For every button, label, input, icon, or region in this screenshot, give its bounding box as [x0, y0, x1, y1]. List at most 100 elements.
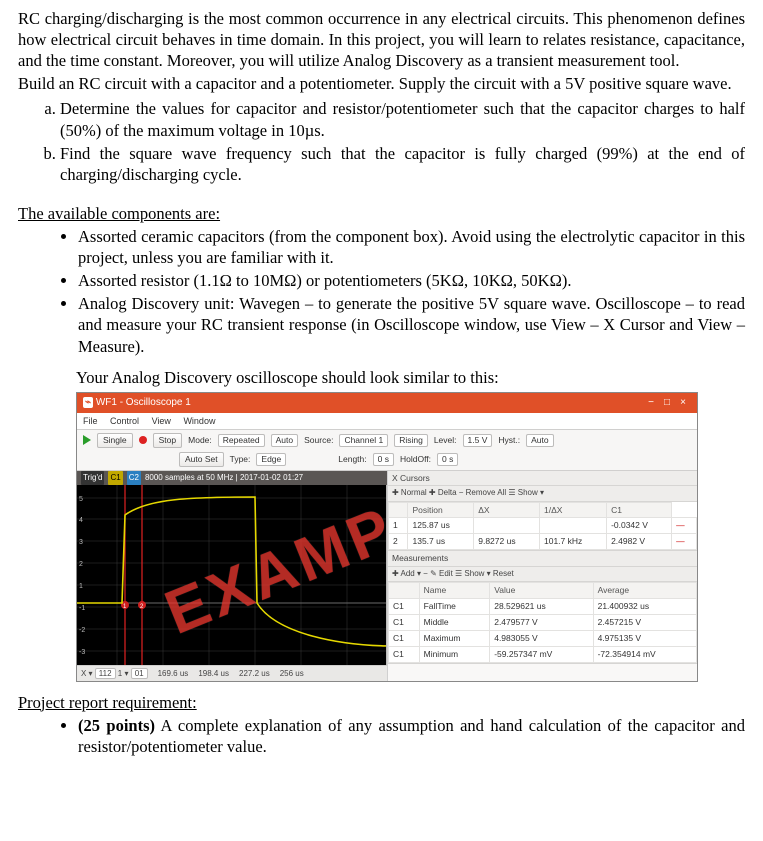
window-buttons[interactable]: −□× — [643, 393, 691, 413]
type-label: Type: — [230, 454, 251, 465]
source-label: Source: — [304, 435, 333, 446]
hyst-label: Hyst.: — [498, 435, 520, 446]
table-cell: 4.983055 V — [490, 630, 593, 646]
report-text: A complete explanation of any assumption… — [78, 716, 745, 756]
table-row[interactable]: C1Minimum-59.257347 mV-72.354914 mV — [389, 646, 697, 662]
table-cell: 125.87 us — [408, 518, 474, 534]
maximize-icon[interactable]: □ — [659, 393, 675, 413]
measurements-table: NameValueAverage C1FallTime28.529621 us2… — [388, 582, 697, 662]
measurements-toolbar[interactable]: ✚ Add ▾ − ✎ Edit ☰ Show ▾ Reset — [388, 567, 697, 582]
x-cursors-table: PositionΔX1/ΔXC1 1125.87 us -0.0342 V—213… — [388, 502, 697, 551]
menu-view[interactable]: View — [152, 416, 171, 426]
svg-text:4: 4 — [79, 517, 83, 524]
table-header: C1 — [607, 502, 672, 518]
table-cell: 9.8272 us — [474, 534, 540, 550]
svg-text:1: 1 — [79, 583, 83, 590]
table-cell: 2.457215 V — [593, 615, 696, 631]
table-cell: 1 — [389, 518, 408, 534]
table-header: 1/ΔX — [539, 502, 606, 518]
length-label: Length: — [338, 454, 366, 465]
toolbar: Single Stop Mode: Repeated Auto Source: … — [77, 430, 697, 471]
report-item: (25 points) A complete explanation of an… — [78, 715, 745, 757]
level-select[interactable]: 1.5 V — [463, 434, 493, 447]
components-heading: The available components are: — [18, 203, 745, 224]
menu-window[interactable]: Window — [183, 416, 215, 426]
measurements-title: Measurements — [388, 551, 697, 567]
table-header: Name — [419, 583, 490, 599]
holdoff-label: HoldOff: — [400, 454, 431, 465]
svg-text:5: 5 — [79, 496, 83, 503]
menu-bar[interactable]: File Control View Window — [77, 413, 697, 430]
intro-paragraph-2: Build an RC circuit with a capacitor and… — [18, 73, 745, 94]
scope-svg: 54321-1-2-312 — [77, 485, 387, 665]
menu-control[interactable]: Control — [110, 416, 139, 426]
table-cell: 21.400932 us — [593, 599, 696, 615]
table-cell: 2.479577 V — [490, 615, 593, 631]
cursor-marker: — — [672, 534, 697, 550]
table-cell: C1 — [389, 630, 420, 646]
measurements-panel: Measurements ✚ Add ▾ − ✎ Edit ☰ Show ▾ R… — [388, 551, 697, 663]
table-cell: -72.354914 mV — [593, 646, 696, 662]
table-cell: Maximum — [419, 630, 490, 646]
type-select[interactable]: Edge — [256, 453, 286, 466]
table-cell: Middle — [419, 615, 490, 631]
length-select[interactable]: 0 s — [373, 453, 394, 466]
table-cell: FallTime — [419, 599, 490, 615]
single-button[interactable]: Single — [97, 433, 133, 448]
autoset-button[interactable]: Auto Set — [179, 452, 224, 467]
x-cursors-panel: X Cursors ✚ Normal ✚ Delta − Remove All … — [388, 471, 697, 552]
svg-text:-3: -3 — [79, 649, 85, 656]
stop-icon[interactable] — [139, 436, 147, 444]
time-tick: 256 us — [280, 666, 304, 681]
task-item-b: Find the square wave frequency such that… — [60, 143, 745, 185]
table-cell: C1 — [389, 615, 420, 631]
component-item: Assorted ceramic capacitors (from the co… — [78, 226, 745, 268]
task-item-a: Determine the values for capacitor and r… — [60, 98, 745, 140]
cond-select[interactable]: Rising — [394, 434, 428, 447]
table-row[interactable]: 2135.7 us9.8272 us101.7 kHz2.4982 V— — [389, 534, 697, 550]
table-cell — [474, 518, 540, 534]
x-cursors-toolbar[interactable]: ✚ Normal ✚ Delta − Remove All ☰ Show ▾ — [388, 486, 697, 501]
close-icon[interactable]: × — [675, 393, 691, 413]
table-header: Average — [593, 583, 696, 599]
channel-2-tag[interactable]: C2 — [127, 471, 141, 485]
components-list: Assorted ceramic capacitors (from the co… — [18, 226, 745, 357]
table-cell: -59.257347 mV — [490, 646, 593, 662]
hyst-select[interactable]: Auto — [526, 434, 554, 447]
table-row[interactable]: C1Middle2.479577 V2.457215 V — [389, 615, 697, 631]
table-cell: 28.529621 us — [490, 599, 593, 615]
table-cell: C1 — [389, 599, 420, 615]
mode-select[interactable]: Repeated — [218, 434, 265, 447]
source-select[interactable]: Channel 1 — [339, 434, 388, 447]
table-cell: 135.7 us — [408, 534, 474, 550]
svg-text:-2: -2 — [79, 627, 85, 634]
table-cell: -0.0342 V — [607, 518, 672, 534]
report-heading: Project report requirement: — [18, 692, 745, 713]
play-icon[interactable] — [83, 435, 91, 445]
plot-header: Trig'd C1 C2 8000 samples at 50 MHz | 20… — [77, 471, 387, 485]
table-row[interactable]: C1Maximum4.983055 V4.975135 V — [389, 630, 697, 646]
time-tick: 198.4 us — [198, 666, 229, 681]
stop-button[interactable]: Stop — [153, 433, 183, 448]
report-list: (25 points) A complete explanation of an… — [18, 715, 745, 757]
oscilloscope-plot[interactable]: 54321-1-2-312 EXAMPLE — [77, 485, 387, 665]
time-tick: 169.6 us — [158, 666, 189, 681]
level-label: Level: — [434, 435, 457, 446]
channel-1-tag[interactable]: C1 — [108, 471, 122, 485]
menu-file[interactable]: File — [83, 416, 98, 426]
x-pos-2[interactable]: 01 — [131, 668, 148, 679]
auto-select[interactable]: Auto — [271, 434, 299, 447]
x-pos-1[interactable]: 112 — [95, 668, 116, 679]
table-row[interactable]: C1FallTime28.529621 us21.400932 us — [389, 599, 697, 615]
table-header — [389, 502, 408, 518]
holdoff-select[interactable]: 0 s — [437, 453, 458, 466]
table-header: ΔX — [474, 502, 540, 518]
table-header: Position — [408, 502, 474, 518]
minimize-icon[interactable]: − — [643, 393, 659, 413]
trig-status: Trig'd — [81, 471, 104, 485]
oscilloscope-window: ⌁ WF1 - Oscilloscope 1 −□× File Control … — [76, 392, 698, 682]
table-header — [389, 583, 420, 599]
figure-caption: Your Analog Discovery oscilloscope shoul… — [76, 367, 745, 388]
component-item: Assorted resistor (1.1Ω to 10MΩ) or pote… — [78, 270, 745, 291]
table-row[interactable]: 1125.87 us-0.0342 V— — [389, 518, 697, 534]
